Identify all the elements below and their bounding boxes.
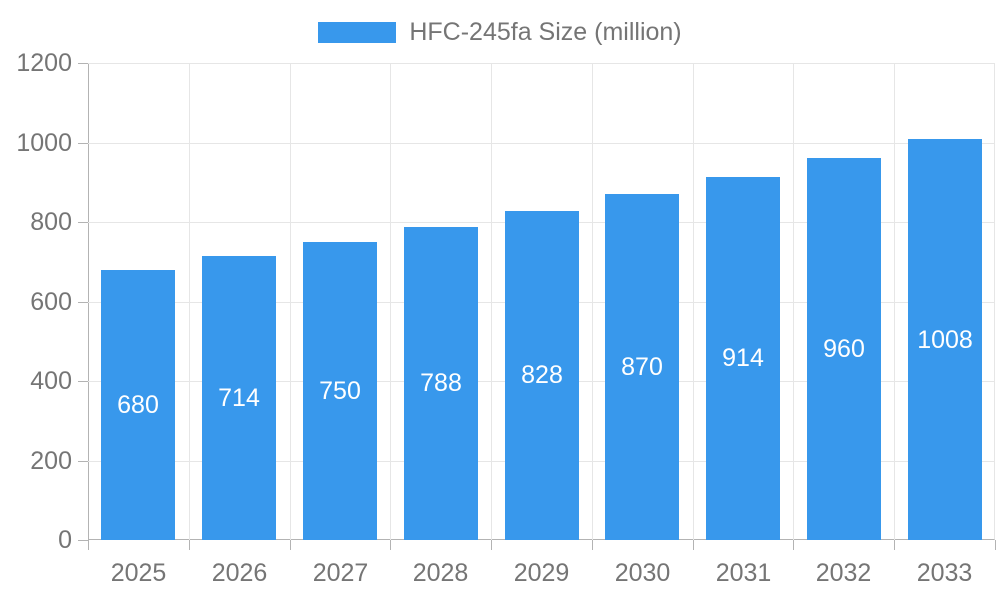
x-axis-tick-label: 2026	[211, 559, 268, 587]
bar[interactable]	[605, 194, 679, 540]
y-axis-tick-label: 600	[30, 288, 72, 316]
x-axis-tick-label: 2032	[815, 559, 872, 587]
y-axis-tick-label: 800	[30, 208, 72, 236]
x-tick-mark	[390, 540, 391, 550]
y-axis-tick-label: 200	[30, 447, 72, 475]
gridline-v	[693, 63, 694, 540]
x-tick-mark	[189, 540, 190, 550]
y-axis-tick-label: 400	[30, 367, 72, 395]
y-tick-mark	[78, 302, 88, 303]
x-axis-tick-label: 2027	[312, 559, 369, 587]
y-tick-mark	[78, 540, 88, 541]
bar[interactable]	[101, 270, 175, 540]
gridline-v	[390, 63, 391, 540]
gridline-v	[592, 63, 593, 540]
x-tick-mark	[491, 540, 492, 550]
bar[interactable]	[505, 211, 579, 540]
x-axis-tick-label: 2025	[110, 559, 167, 587]
gridline-h	[88, 143, 995, 144]
gridline-v	[491, 63, 492, 540]
bar[interactable]	[807, 158, 881, 540]
x-tick-mark	[88, 540, 89, 550]
x-tick-mark	[592, 540, 593, 550]
x-axis-tick-label: 2030	[614, 559, 671, 587]
y-tick-mark	[78, 143, 88, 144]
x-axis-tick-label: 2033	[916, 559, 973, 587]
x-tick-mark	[290, 540, 291, 550]
y-axis-tick-label: 1000	[16, 129, 72, 157]
y-tick-mark	[78, 222, 88, 223]
x-tick-mark	[793, 540, 794, 550]
x-tick-mark	[995, 540, 996, 550]
x-axis-tick-label: 2029	[513, 559, 570, 587]
y-tick-mark	[78, 381, 88, 382]
x-tick-mark	[693, 540, 694, 550]
bar[interactable]	[908, 139, 982, 540]
bar[interactable]	[202, 256, 276, 540]
gridline-v	[189, 63, 190, 540]
gridline-h	[88, 63, 995, 64]
y-axis-tick-label: 1200	[16, 49, 72, 77]
x-tick-mark	[894, 540, 895, 550]
y-tick-mark	[78, 461, 88, 462]
legend[interactable]: HFC-245fa Size (million)	[0, 16, 1000, 48]
bar[interactable]	[404, 227, 478, 540]
legend-label: HFC-245fa Size (million)	[409, 17, 682, 46]
bar[interactable]	[303, 242, 377, 540]
y-tick-mark	[78, 63, 88, 64]
gridline-v	[793, 63, 794, 540]
x-axis-tick-label: 2031	[715, 559, 772, 587]
bar[interactable]	[706, 177, 780, 540]
y-axis-tick-label: 0	[58, 526, 72, 554]
gridline-v	[290, 63, 291, 540]
legend-swatch	[318, 21, 397, 43]
x-axis-tick-label: 2028	[412, 559, 469, 587]
gridline-v	[894, 63, 895, 540]
